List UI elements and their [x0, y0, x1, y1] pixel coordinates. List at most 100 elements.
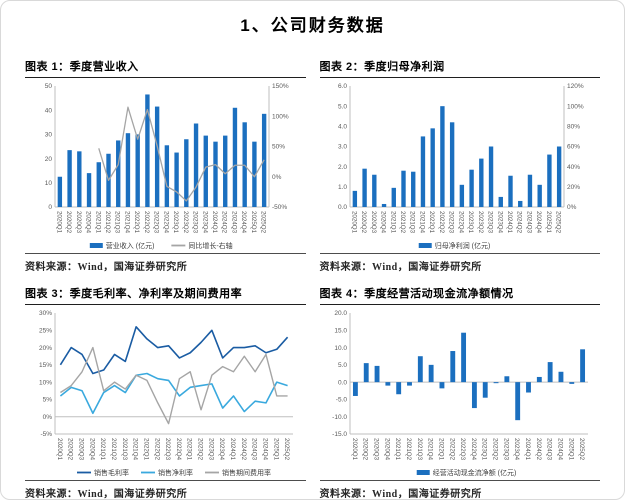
bar [184, 139, 189, 207]
y-tick-label: 3.0 [337, 144, 346, 151]
x-tick-label: 2023Q4 [201, 211, 208, 234]
x-tick-label: 2025Q2 [578, 438, 585, 461]
line-series [98, 106, 265, 202]
x-tick-label: 2021Q4 [426, 438, 433, 461]
x-tick-label: 2023Q1 [467, 211, 474, 234]
bar [213, 141, 218, 207]
x-tick-label: 2020Q2 [360, 211, 367, 234]
y-tick-label: 5.0 [337, 103, 346, 110]
bar [145, 94, 150, 207]
quarterly-net-profit-chart: 0.0 1.0 2.0 3.0 4.0 5.0 6.0 0% 20% 40% 60% 80% 100% 1… [337, 83, 584, 250]
x-tick-label: 2020Q3 [75, 211, 82, 234]
x-tick-label: 2022Q1 [133, 211, 140, 234]
x-tick-label: 2020Q1 [56, 438, 63, 461]
y2-tick-label: 100% [272, 113, 289, 120]
x-tick-label: 2020Q2 [67, 438, 74, 461]
bar [77, 151, 82, 207]
x-tick-label: 2022Q2 [153, 438, 160, 461]
bar [96, 162, 101, 207]
source-line: 资料来源：Wind，国海证券研究所 [25, 253, 306, 273]
panel-header: 图表 4：季度经营活动现金流净额情况 [319, 285, 600, 305]
x-tick-label: 2024Q1 [524, 438, 531, 461]
y-tick-label: 1.0 [337, 184, 346, 191]
charts-grid: 图表 1：季度营业收入 0 10 20 30 40 50 -50% 0% 50% 100% 150%… [1, 58, 624, 499]
x-tick-label: 2020Q4 [379, 211, 386, 234]
legend-label: 销售期间费用率 [222, 468, 271, 477]
x-tick-label: 2022Q2 [437, 211, 444, 234]
legend-label: 营业收入 (亿元) [106, 241, 155, 250]
x-tick-label: 2020Q4 [85, 211, 92, 234]
x-tick-label: 2023Q3 [207, 438, 214, 461]
y-tick-label: 10% [39, 379, 52, 386]
legend-marker-bar [416, 470, 430, 475]
x-tick-label: 2025Q2 [260, 211, 267, 234]
y-tick-label: 6.0 [337, 83, 346, 90]
bar [223, 135, 228, 207]
y-tick-label: 0.0 [337, 379, 346, 386]
x-tick-label: 2025Q1 [250, 211, 257, 234]
y-tick-label: 5% [43, 397, 53, 404]
y-tick-label: -15.0 [332, 431, 347, 438]
bar [203, 135, 208, 207]
x-tick-label: 2023Q3 [486, 211, 493, 234]
bar [488, 146, 493, 207]
bar [493, 382, 498, 384]
x-tick-label: 2024Q3 [230, 211, 237, 234]
x-tick-label: 2023Q3 [192, 211, 199, 234]
x-tick-label: 2021Q2 [110, 438, 117, 461]
x-tick-label: 2022Q1 [437, 438, 444, 461]
panel-quarterly-revenue: 图表 1：季度营业收入 0 10 20 30 40 50 -50% 0% 50% 100% 150%… [25, 58, 306, 273]
x-tick-label: 2023Q2 [182, 211, 189, 234]
x-tick-label: 2024Q2 [515, 211, 522, 234]
bar [384, 382, 390, 386]
x-tick-label: 2021Q1 [394, 438, 401, 461]
y-tick-label: -10.0 [332, 414, 347, 421]
bar [478, 158, 484, 207]
x-tick-label: 2022Q2 [143, 211, 150, 234]
x-tick-label: 2024Q3 [525, 211, 532, 234]
bar [556, 146, 561, 207]
x-tick-label: 2023Q4 [513, 438, 520, 461]
x-tick-label: 2021Q4 [123, 211, 130, 234]
page-title: 1、公司财务数据 [240, 16, 385, 35]
x-tick-label: 2021Q1 [389, 211, 396, 234]
bar [410, 171, 415, 207]
x-tick-label: 2023Q1 [186, 438, 193, 461]
y-tick-label: 20% [39, 345, 52, 352]
bar [449, 351, 455, 383]
legend-label: 同比增长-右轴 [188, 241, 232, 250]
source-line: 资料来源：Wind，国海证券研究所 [25, 480, 306, 499]
x-tick-label: 2020Q2 [361, 438, 368, 461]
bar [57, 176, 63, 207]
y-tick-label: 30 [45, 132, 53, 139]
x-tick-label: 2024Q2 [240, 438, 247, 461]
y2-tick-label: 60% [567, 144, 580, 151]
x-tick-label: 2022Q2 [448, 438, 455, 461]
x-tick-label: 2020Q1 [55, 211, 62, 234]
x-tick-label: 2021Q3 [408, 211, 415, 234]
bar [459, 184, 464, 207]
x-tick-label: 2021Q4 [418, 211, 425, 234]
legend-label: 销售毛利率 [94, 468, 129, 477]
x-tick-label: 2021Q3 [121, 438, 128, 461]
bar [536, 184, 542, 207]
y2-tick-label: -50% [272, 204, 287, 211]
y2-tick-label: 50% [272, 144, 285, 151]
x-tick-label: 2022Q1 [428, 211, 435, 234]
line-series [60, 346, 288, 425]
bar [527, 174, 532, 207]
x-tick-label: 2025Q2 [554, 211, 561, 234]
y-tick-label: -5% [40, 431, 52, 438]
bar [517, 200, 522, 207]
x-tick-label: 2020Q1 [350, 211, 357, 234]
y2-tick-label: 120% [567, 83, 584, 90]
bar [164, 145, 170, 207]
y-tick-label: 0% [43, 414, 53, 421]
y-tick-label: 30% [39, 310, 52, 317]
bar [547, 362, 553, 383]
bar [391, 187, 396, 207]
x-tick-label: 2021Q1 [99, 438, 106, 461]
bar [116, 140, 121, 207]
y2-tick-label: 100% [567, 103, 584, 110]
